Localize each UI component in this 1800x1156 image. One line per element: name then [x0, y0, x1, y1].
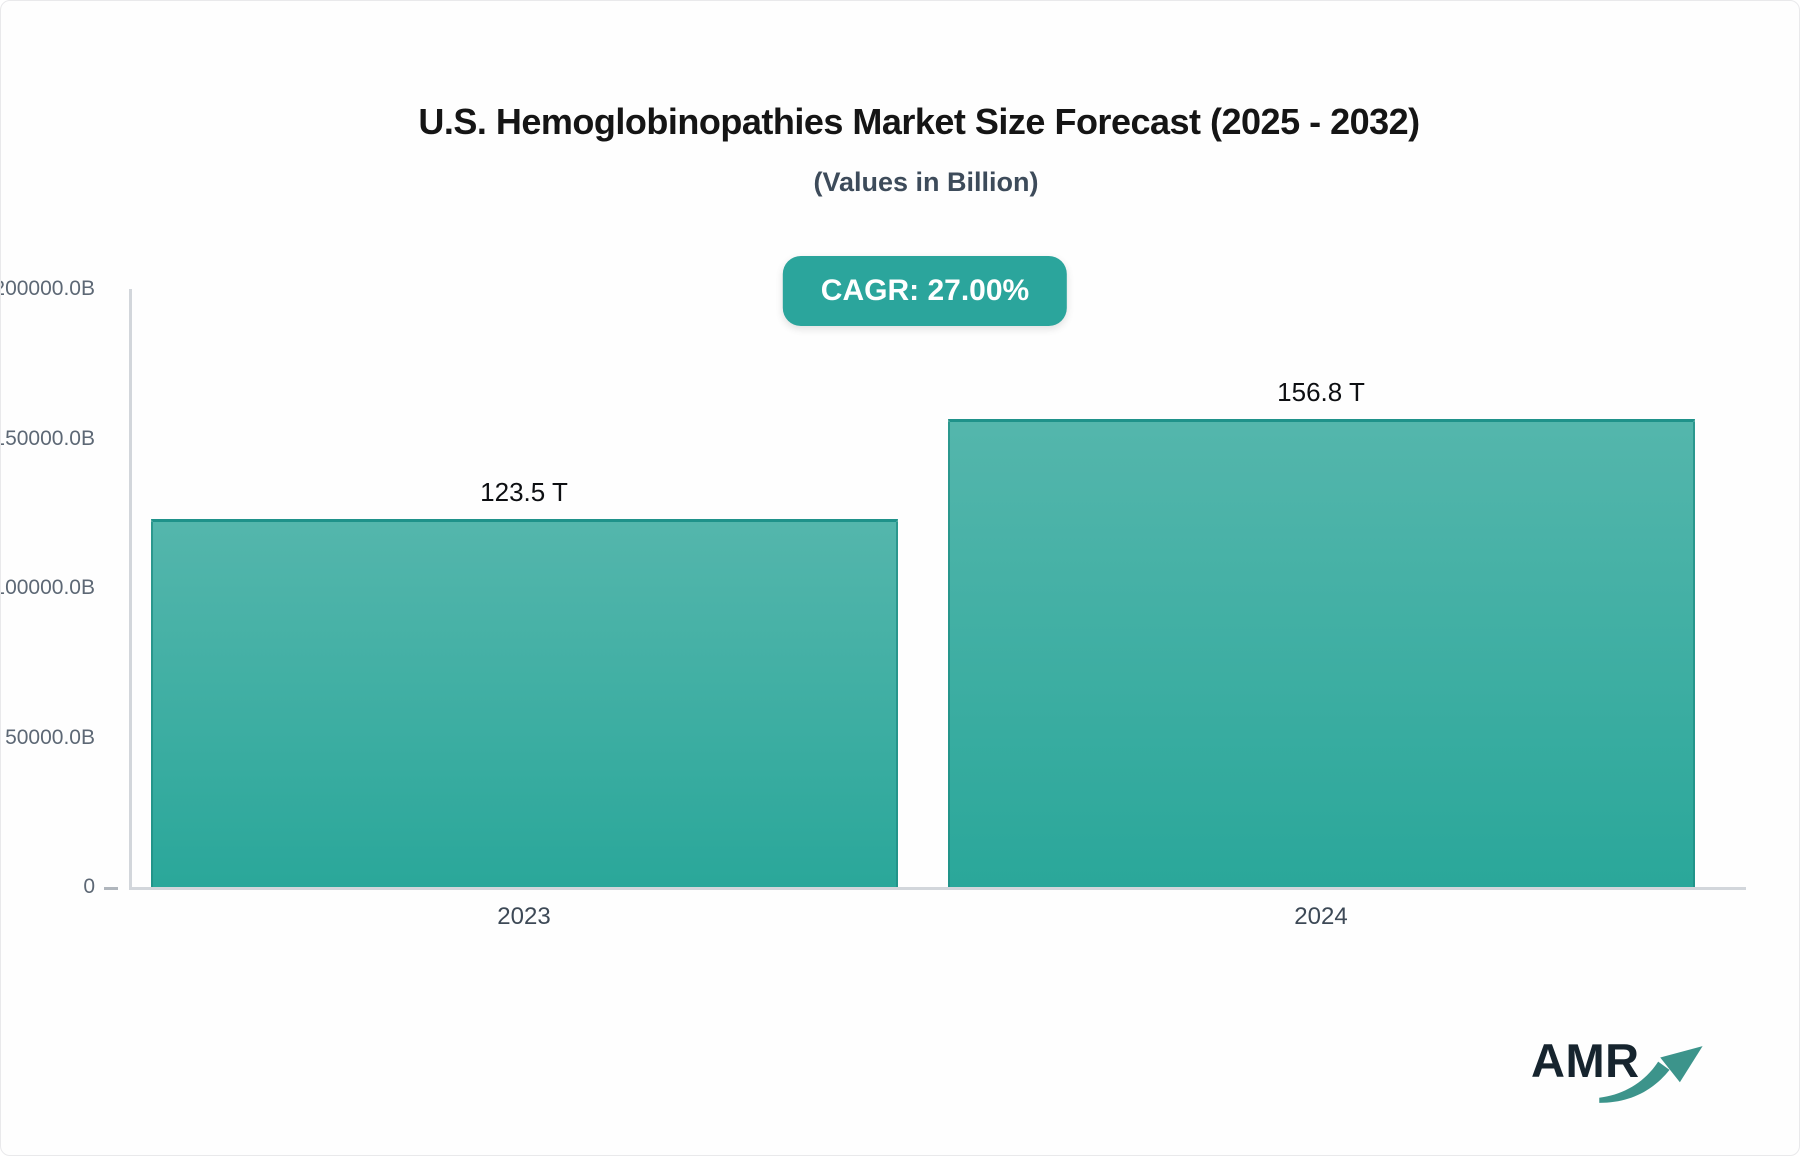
x-axis-line: [129, 887, 1746, 890]
growth-arrow-icon: [1599, 1046, 1703, 1103]
amr-logo-text: AMR: [1531, 1034, 1640, 1087]
x-tick-label: 2024: [1294, 903, 1348, 930]
bar-2023: [150, 518, 898, 887]
y-axis-line: [129, 289, 132, 890]
x-tick-label: 2023: [497, 903, 551, 930]
amr-logo: AMR: [1531, 1033, 1721, 1123]
y-tick-label: 0: [83, 875, 95, 898]
y-tick-label: 50000.0B: [5, 725, 95, 749]
bar-value-label: 123.5 T: [480, 476, 568, 507]
y-tick-label: 200000.0B: [0, 277, 95, 300]
chart-subtitle: (Values in Billion): [813, 167, 1039, 197]
cagr-badge: CAGR: 27.00%: [782, 256, 1068, 326]
y-tick-label: 100000.0B: [0, 576, 95, 599]
bar-2024: [947, 419, 1695, 887]
y-tick-label: 150000.0B: [0, 426, 95, 450]
y-tick-mark: [104, 887, 118, 890]
chart-title: U.S. Hemoglobinopathies Market Size Fore…: [418, 101, 1420, 142]
bar-value-label: 156.8 T: [1277, 377, 1365, 408]
